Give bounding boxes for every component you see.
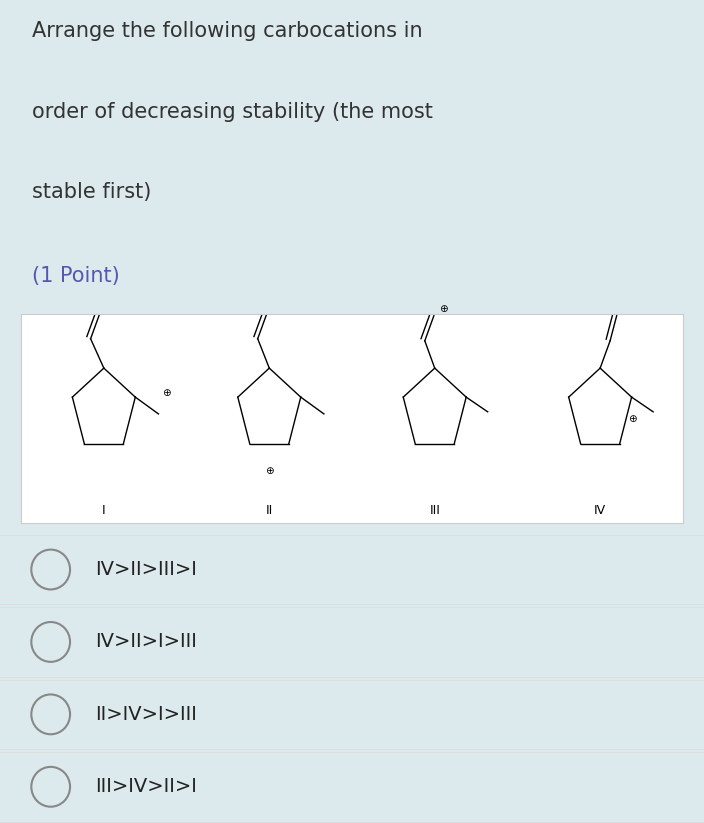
Text: ⊕: ⊕ xyxy=(265,467,274,477)
Text: III: III xyxy=(429,504,440,518)
Text: order of decreasing stability (the most: order of decreasing stability (the most xyxy=(32,102,432,122)
Text: IV>II>I>III: IV>II>I>III xyxy=(95,632,197,652)
Text: IV>II>III>I: IV>II>III>I xyxy=(95,560,197,579)
Text: I: I xyxy=(102,504,106,518)
Text: ⊕: ⊕ xyxy=(629,414,637,424)
Text: ⊕: ⊕ xyxy=(439,305,448,314)
Text: Arrange the following carbocations in: Arrange the following carbocations in xyxy=(32,21,422,41)
Text: III>IV>II>I: III>IV>II>I xyxy=(95,777,197,797)
Text: II: II xyxy=(265,504,273,518)
Text: II>IV>I>III: II>IV>I>III xyxy=(95,704,197,724)
Text: ⊕: ⊕ xyxy=(163,388,171,398)
Text: (1 Point): (1 Point) xyxy=(32,266,120,286)
Text: stable first): stable first) xyxy=(32,182,151,202)
Text: IV: IV xyxy=(594,504,606,518)
